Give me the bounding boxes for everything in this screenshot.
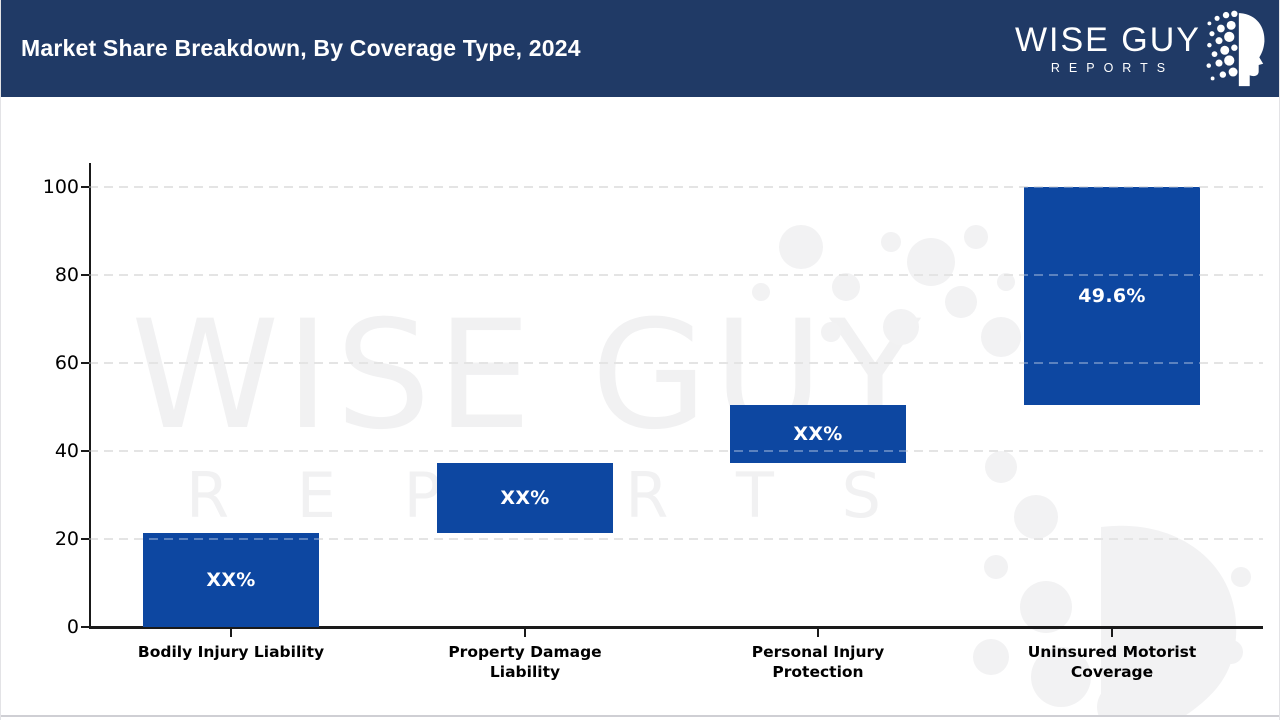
y-tick-mark xyxy=(81,362,89,364)
gridline-overlay xyxy=(89,538,1263,540)
gridline xyxy=(89,450,1263,452)
y-tick-label: 0 xyxy=(66,616,79,638)
x-tick-mark xyxy=(524,629,526,637)
bar-uninsured-motorist-coverage: 49.6% xyxy=(1024,187,1200,406)
bar-personal-injury-protection: XX% xyxy=(730,405,906,463)
y-tick-mark xyxy=(81,450,89,452)
gridline-overlay xyxy=(89,362,1263,364)
bar-value-label: XX% xyxy=(793,423,843,446)
y-tick-label: 100 xyxy=(42,176,79,198)
y-tick-label: 80 xyxy=(54,264,79,286)
logo-line2: REPORTS xyxy=(1050,60,1175,75)
bar-value-label: XX% xyxy=(500,487,550,510)
x-axis-spine xyxy=(89,626,1263,629)
logo-line1: WISE GUY xyxy=(1014,20,1201,59)
x-tick-label: Property Damage Liability xyxy=(448,643,602,682)
wiseguy-logo: WISE GUY REPORTS xyxy=(1015,10,1267,88)
bottom-divider xyxy=(1,715,1279,717)
bar-value-label: 49.6% xyxy=(1078,285,1146,308)
gridline-overlay xyxy=(89,274,1263,276)
y-tick-mark xyxy=(81,538,89,540)
y-tick-label: 40 xyxy=(54,440,79,462)
y-tick-label: 20 xyxy=(54,528,79,550)
x-tick-mark xyxy=(817,629,819,637)
x-tick-label: Bodily Injury Liability xyxy=(137,643,325,661)
y-tick-mark xyxy=(81,186,89,188)
gridline xyxy=(89,274,1263,276)
y-tick-mark xyxy=(81,274,89,276)
gridline xyxy=(89,362,1263,364)
page-title: Market Share Breakdown, By Coverage Type… xyxy=(21,35,581,61)
bar-bodily-injury-liability: XX% xyxy=(143,533,319,627)
y-tick-mark xyxy=(81,626,89,628)
y-tick-label: 60 xyxy=(54,352,79,374)
x-tick-mark xyxy=(1111,629,1113,637)
gridline-overlay xyxy=(89,186,1263,188)
x-tick-label: Personal Injury Protection xyxy=(751,643,885,682)
x-tick-mark xyxy=(230,629,232,637)
gridline xyxy=(89,538,1263,540)
header: Market Share Breakdown, By Coverage Type… xyxy=(1,0,1279,97)
bar-value-label: XX% xyxy=(206,569,256,592)
gridline xyxy=(89,186,1263,188)
logo-wordmark: WISE GUY REPORTS xyxy=(1015,23,1201,75)
x-tick-label: Uninsured Motorist Coverage xyxy=(1027,643,1197,682)
logo-face-icon xyxy=(1206,10,1265,86)
bar-property-damage-liability: XX% xyxy=(437,462,613,534)
gridline-overlay xyxy=(89,450,1263,452)
y-axis-spine xyxy=(89,163,91,629)
